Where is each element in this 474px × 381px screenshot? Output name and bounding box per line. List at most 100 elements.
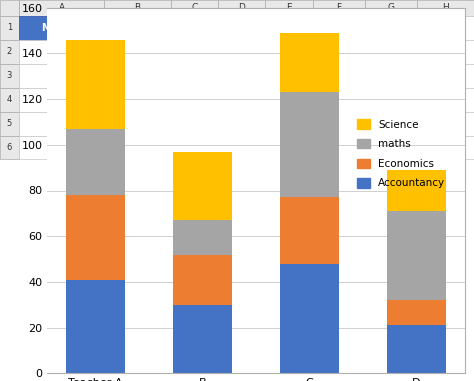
Bar bbox=[387, 300, 446, 325]
Text: 22: 22 bbox=[188, 71, 201, 81]
Bar bbox=[218, 64, 265, 88]
Text: 15: 15 bbox=[188, 95, 201, 105]
Bar bbox=[313, 16, 365, 40]
Bar bbox=[104, 136, 171, 160]
Bar bbox=[265, 112, 313, 136]
Bar bbox=[19, 0, 104, 16]
Bar bbox=[265, 0, 313, 16]
Bar bbox=[104, 112, 171, 136]
Text: Teacher A: Teacher A bbox=[110, 23, 164, 33]
Bar bbox=[265, 64, 313, 88]
Bar bbox=[313, 0, 365, 16]
Text: C: C bbox=[191, 3, 198, 13]
Legend: Science, maths, Economics, Accountancy: Science, maths, Economics, Accountancy bbox=[353, 115, 449, 193]
Bar bbox=[280, 92, 339, 197]
Bar bbox=[265, 88, 313, 112]
Bar bbox=[66, 195, 125, 280]
Bar bbox=[66, 40, 125, 129]
Text: E: E bbox=[286, 3, 292, 13]
Text: D: D bbox=[238, 3, 245, 13]
Bar bbox=[280, 33, 339, 92]
Bar bbox=[104, 64, 171, 88]
Bar bbox=[19, 16, 104, 40]
Bar bbox=[387, 211, 446, 300]
Text: 6: 6 bbox=[7, 143, 12, 152]
Bar bbox=[365, 16, 417, 40]
Text: G: G bbox=[388, 3, 394, 13]
Bar bbox=[0, 112, 19, 136]
Bar bbox=[171, 40, 218, 64]
Bar bbox=[265, 40, 313, 64]
Text: 26: 26 bbox=[236, 118, 248, 129]
Text: Economics: Economics bbox=[62, 71, 114, 81]
Bar bbox=[104, 40, 171, 64]
Bar bbox=[19, 88, 104, 112]
Bar bbox=[66, 280, 125, 373]
Text: 11: 11 bbox=[283, 71, 295, 81]
Text: 30: 30 bbox=[188, 47, 201, 57]
Bar bbox=[280, 264, 339, 373]
Bar bbox=[173, 152, 232, 220]
Text: 29: 29 bbox=[236, 71, 248, 81]
Text: 1: 1 bbox=[7, 23, 12, 32]
Bar bbox=[417, 112, 474, 136]
Bar bbox=[313, 64, 365, 88]
Bar bbox=[173, 220, 232, 255]
Bar bbox=[218, 40, 265, 64]
Text: Science: Science bbox=[62, 118, 100, 129]
Bar bbox=[365, 112, 417, 136]
Bar bbox=[218, 16, 265, 40]
Bar bbox=[0, 16, 19, 40]
Bar bbox=[104, 16, 171, 40]
Text: H: H bbox=[442, 3, 449, 13]
Bar bbox=[218, 88, 265, 112]
Text: 18: 18 bbox=[283, 118, 295, 129]
Bar bbox=[417, 16, 474, 40]
Text: Months: Months bbox=[41, 23, 82, 33]
Bar bbox=[171, 16, 218, 40]
Bar bbox=[218, 136, 265, 160]
Bar bbox=[280, 197, 339, 264]
Bar bbox=[265, 16, 313, 40]
Text: 48: 48 bbox=[236, 47, 248, 57]
Text: 5: 5 bbox=[7, 119, 12, 128]
Text: 4: 4 bbox=[7, 95, 12, 104]
Bar bbox=[66, 129, 125, 195]
Bar bbox=[19, 40, 104, 64]
Bar bbox=[265, 136, 313, 160]
Text: 37: 37 bbox=[131, 71, 144, 81]
Text: 2: 2 bbox=[7, 47, 12, 56]
Bar bbox=[365, 40, 417, 64]
Bar bbox=[171, 136, 218, 160]
Bar bbox=[365, 64, 417, 88]
Bar bbox=[365, 136, 417, 160]
Text: D: D bbox=[285, 23, 293, 33]
Bar bbox=[387, 170, 446, 211]
Bar bbox=[19, 112, 104, 136]
Text: 29: 29 bbox=[131, 95, 144, 105]
Text: A: A bbox=[59, 3, 64, 13]
Bar bbox=[365, 88, 417, 112]
Bar bbox=[218, 0, 265, 16]
Bar bbox=[0, 0, 19, 16]
Text: 39: 39 bbox=[131, 118, 144, 129]
Bar bbox=[171, 88, 218, 112]
Text: F: F bbox=[337, 3, 341, 13]
Bar bbox=[0, 64, 19, 88]
Bar bbox=[173, 255, 232, 305]
Bar bbox=[313, 88, 365, 112]
Text: Accountancy: Accountancy bbox=[62, 47, 125, 57]
Text: maths: maths bbox=[62, 95, 92, 105]
Bar bbox=[313, 112, 365, 136]
Bar bbox=[171, 64, 218, 88]
Text: 30: 30 bbox=[188, 118, 201, 129]
Bar bbox=[0, 88, 19, 112]
Bar bbox=[417, 40, 474, 64]
Bar bbox=[173, 305, 232, 373]
Bar bbox=[19, 136, 104, 160]
Text: B: B bbox=[135, 3, 140, 13]
Bar bbox=[313, 136, 365, 160]
Text: C: C bbox=[238, 23, 246, 33]
Bar bbox=[104, 0, 171, 16]
Text: 3: 3 bbox=[7, 71, 12, 80]
